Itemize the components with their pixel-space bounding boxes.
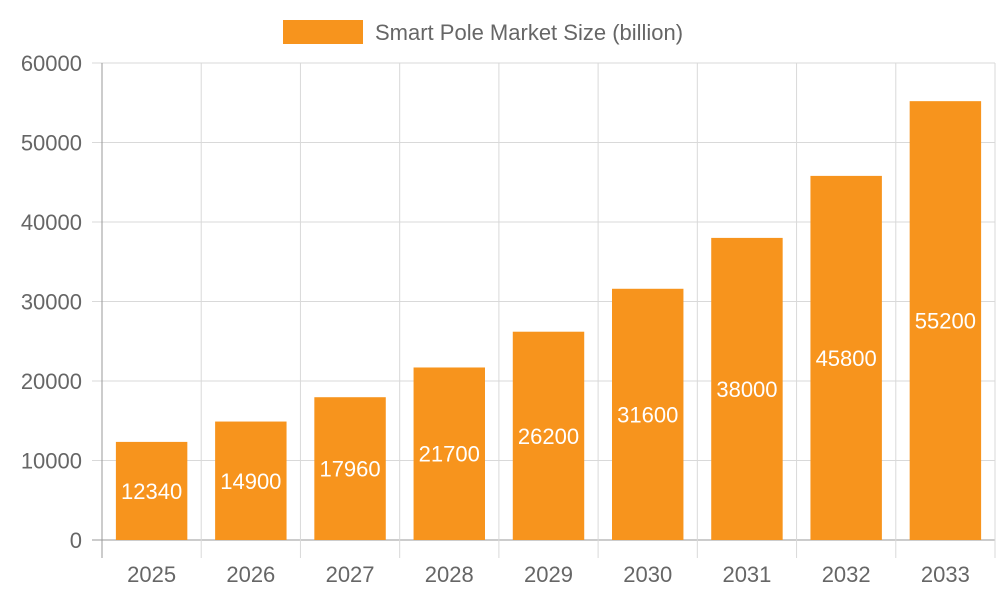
bar-value-label: 31600	[617, 402, 678, 427]
y-tick-label: 50000	[21, 131, 82, 156]
bar[interactable]	[810, 175, 882, 540]
bars	[115, 101, 982, 540]
y-tick-label: 30000	[21, 290, 82, 315]
legend[interactable]: Smart Pole Market Size (billion)	[283, 20, 683, 45]
x-tick-label: 2029	[524, 562, 573, 587]
bar[interactable]	[413, 367, 485, 540]
bar[interactable]	[115, 441, 188, 540]
y-tick-label: 20000	[21, 369, 82, 394]
bar-value-label: 12340	[121, 479, 182, 504]
bar-value-label: 14900	[220, 469, 281, 494]
x-tick-label: 2032	[822, 562, 871, 587]
x-tick-label: 2030	[623, 562, 672, 587]
bar[interactable]	[612, 288, 684, 540]
bar-value-label: 26200	[518, 424, 579, 449]
bar-value-label: 17960	[319, 457, 380, 482]
axes: 0 10000 20000 30000 40000 50000 60000 2025 2026 2…	[21, 51, 970, 587]
bar[interactable]	[314, 397, 386, 540]
bar[interactable]	[512, 331, 585, 540]
legend-swatch	[283, 20, 363, 44]
x-tick-label: 2027	[326, 562, 375, 587]
bar[interactable]	[215, 421, 287, 540]
x-tick-label: 2031	[722, 562, 771, 587]
bar[interactable]	[711, 237, 783, 540]
bar-value-label: 55200	[915, 309, 976, 334]
data-labels: 12340 14900 17960 21700 26200 31600 38000 45800…	[121, 309, 976, 504]
y-tick-label: 0	[70, 528, 82, 553]
grid	[92, 62, 996, 558]
x-tick-label: 2028	[425, 562, 474, 587]
y-tick-label: 10000	[21, 449, 82, 474]
y-tick-label: 40000	[21, 210, 82, 235]
x-tick-label: 2033	[921, 562, 970, 587]
bar-value-label: 45800	[816, 346, 877, 371]
bar-value-label: 21700	[419, 442, 480, 467]
bar[interactable]	[909, 101, 982, 540]
x-tick-label: 2026	[226, 562, 275, 587]
bar-value-label: 38000	[716, 377, 777, 402]
y-tick-label: 60000	[21, 51, 82, 76]
legend-label: Smart Pole Market Size (billion)	[375, 20, 683, 45]
x-tick-label: 2025	[127, 562, 176, 587]
